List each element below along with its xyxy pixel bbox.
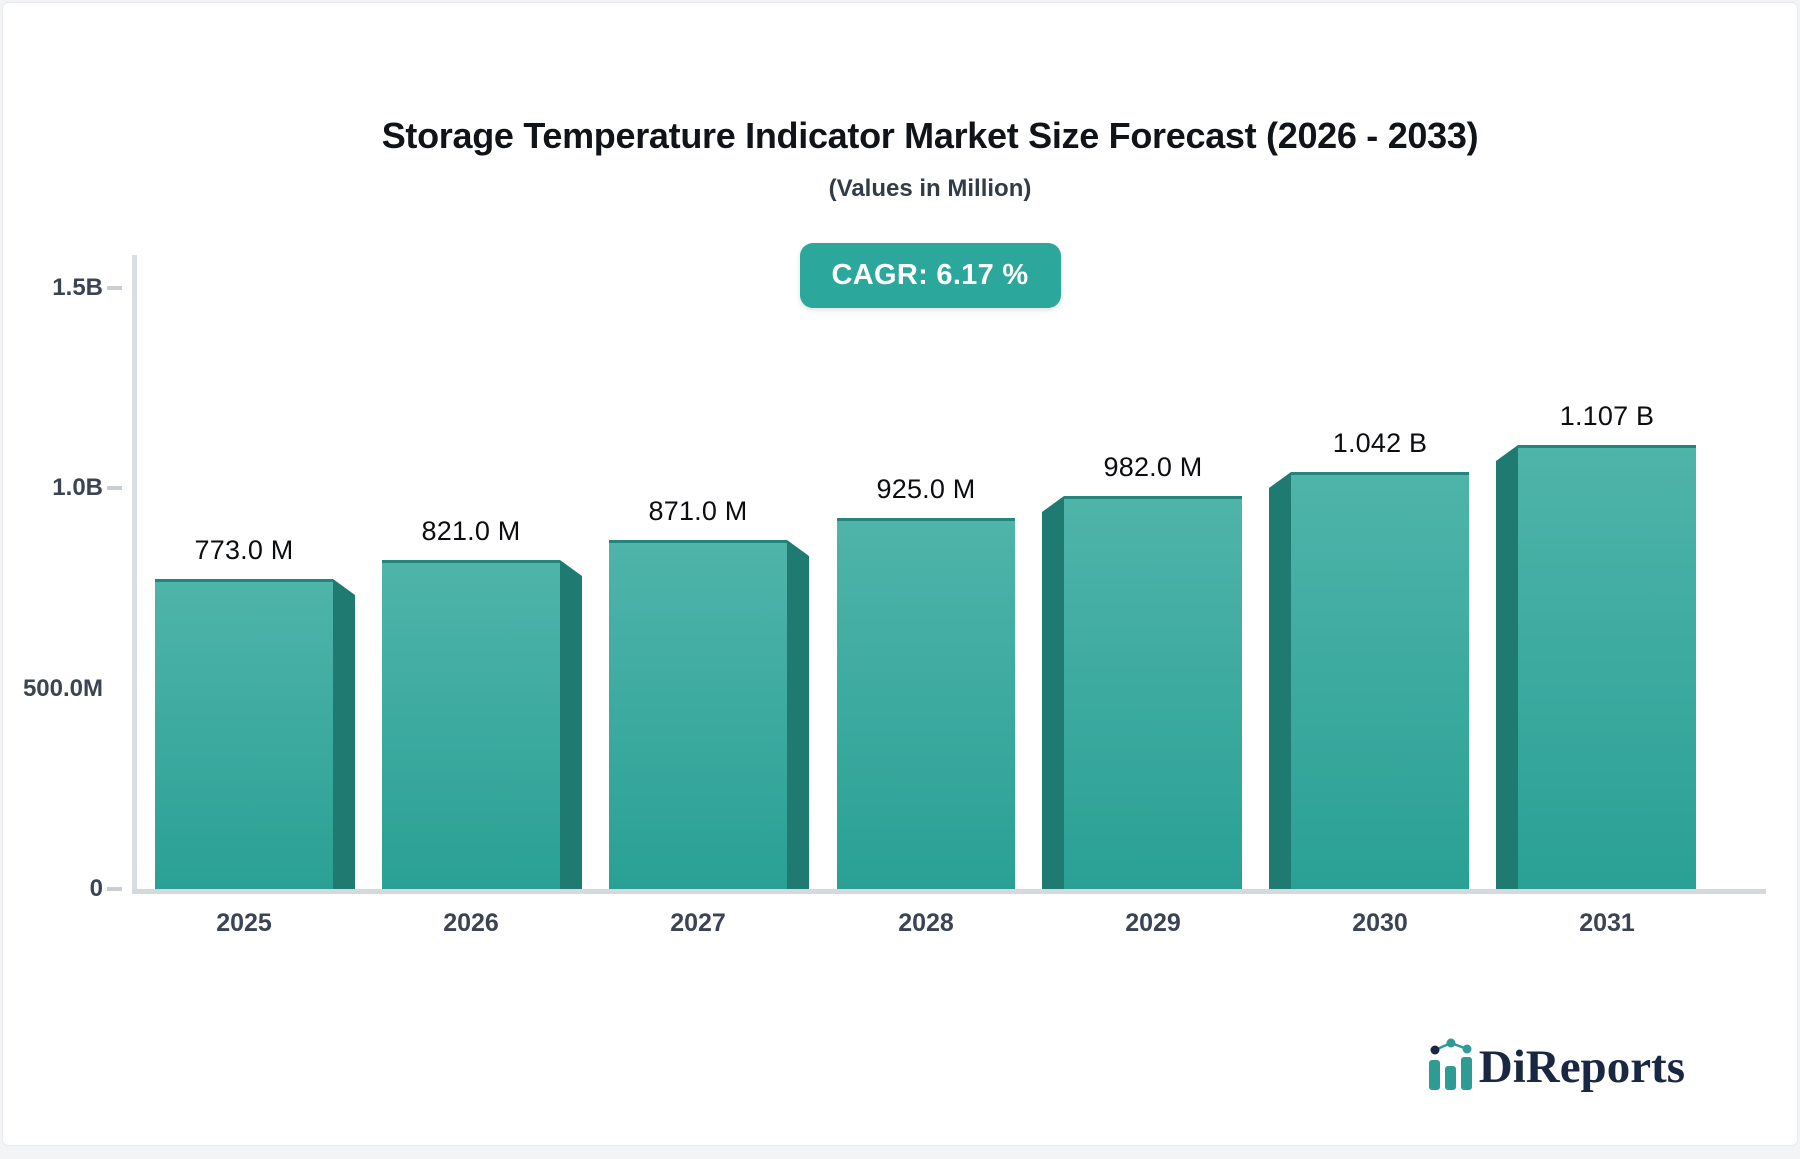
chart-header: Storage Temperature Indicator Market Siz… bbox=[63, 3, 1797, 308]
bar bbox=[1291, 472, 1469, 889]
y-axis-tick-dash bbox=[107, 286, 122, 290]
x-axis-label: 2028 bbox=[898, 909, 954, 937]
y-axis-tick-dash bbox=[107, 887, 122, 891]
y-axis-tick-label: 1.5B bbox=[52, 274, 103, 301]
bar-side-face bbox=[560, 560, 582, 889]
bar bbox=[609, 540, 787, 889]
x-axis-label: 2026 bbox=[443, 909, 499, 937]
bar-value-label: 821.0 M bbox=[421, 516, 521, 546]
x-axis-label: 2031 bbox=[1579, 909, 1635, 937]
x-axis-label: 2025 bbox=[216, 909, 272, 937]
cagr-badge: CAGR: 6.17 % bbox=[799, 243, 1061, 308]
bar-side-face bbox=[333, 579, 355, 889]
bar-value-label: 773.0 M bbox=[194, 535, 294, 565]
bar-value-label: 871.0 M bbox=[648, 496, 748, 526]
plot-area: 1.5B 1.0B 500.0M 0 773.0 M 821.0 M 871.0 M 925… bbox=[3, 3, 1800, 1159]
bar-side-face bbox=[1042, 496, 1064, 889]
y-axis-line bbox=[132, 255, 137, 893]
y-axis-tick-label: 1.0B bbox=[52, 474, 103, 501]
bar bbox=[155, 579, 333, 889]
bar-value-label: 1.107 B bbox=[1559, 401, 1655, 431]
chart-title: Storage Temperature Indicator Market Siz… bbox=[381, 115, 1479, 156]
brand-logo: DiReports bbox=[1427, 1035, 1685, 1091]
bar-value-label: 1.042 B bbox=[1332, 428, 1428, 458]
bar-side-face bbox=[787, 540, 809, 889]
x-axis-label: 2030 bbox=[1352, 909, 1408, 937]
y-axis-tick-label: 0 bbox=[89, 875, 103, 902]
bar-side-face bbox=[1269, 472, 1291, 889]
x-axis-label: 2029 bbox=[1125, 909, 1181, 937]
bar-value-label: 982.0 M bbox=[1103, 452, 1203, 482]
bar-value-label: 925.0 M bbox=[876, 474, 976, 504]
logo-chart-icon bbox=[1428, 1038, 1472, 1090]
x-axis-label: 2027 bbox=[670, 909, 726, 937]
bar bbox=[837, 518, 1015, 889]
y-axis-tick-label: 500.0M bbox=[22, 675, 103, 702]
bar bbox=[1518, 445, 1696, 889]
chart-subtitle: (Values in Million) bbox=[828, 175, 1032, 202]
bar-side-face bbox=[1496, 445, 1518, 889]
logo-text: DiReports bbox=[1478, 1041, 1685, 1093]
bar bbox=[1064, 496, 1242, 889]
x-axis-line bbox=[132, 889, 1766, 894]
bar bbox=[382, 560, 560, 889]
y-axis-tick-dash bbox=[107, 486, 122, 490]
